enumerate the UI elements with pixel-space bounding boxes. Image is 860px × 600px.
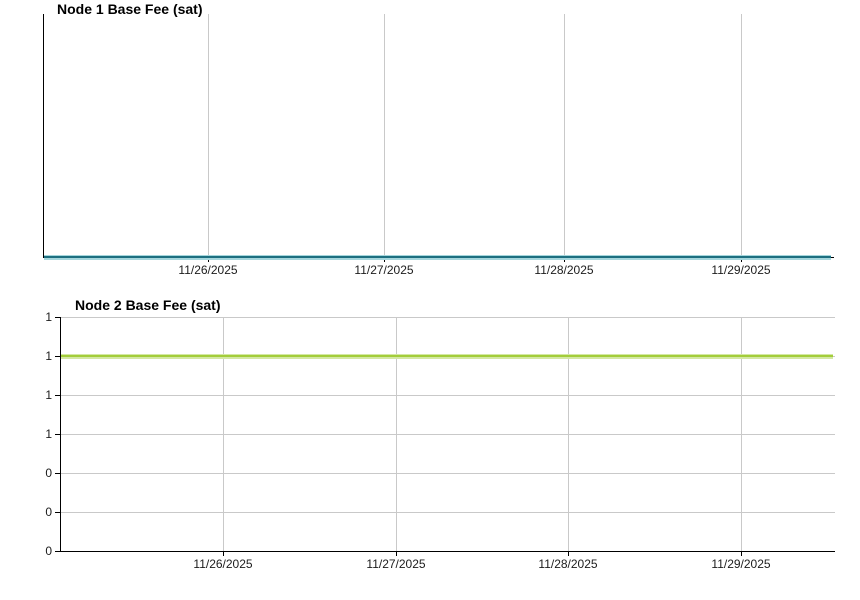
y-tick-label-node2: 1 (45, 427, 52, 441)
x-tick-label-node2: 11/28/2025 (538, 557, 598, 571)
chart-title-node2: Node 2 Base Fee (sat) (75, 297, 221, 313)
x-tick-label-node1: 11/28/2025 (534, 263, 594, 277)
x-tick-mark-node2 (741, 551, 742, 556)
plot-area-node1: 11/26/2025 11/27/2025 11/28/2025 11/29/2025 (43, 14, 834, 277)
x-tick-mark-node2 (396, 551, 397, 556)
y-tick-mark-node2 (55, 395, 61, 396)
x-tick-label-node1: 11/27/2025 (354, 263, 414, 277)
y-tick-mark-node2 (55, 317, 61, 318)
x-tick-mark-node1 (208, 257, 209, 262)
x-tick-label-node2: 11/26/2025 (193, 557, 253, 571)
x-gridline-node1 (741, 14, 742, 257)
y-tick-label-node2: 0 (45, 544, 52, 558)
x-tick-label-node2: 11/29/2025 (711, 557, 771, 571)
plot-area-node2: 11/26/2025 11/27/2025 11/28/2025 11/29/2025… (45, 310, 835, 571)
x-tick-mark-node1 (741, 257, 742, 262)
y-tick-label-node2: 0 (45, 505, 52, 519)
series-line-node2 (61, 355, 833, 357)
x-tick-label-node2: 11/27/2025 (366, 557, 426, 571)
y-tick-label-node2: 1 (45, 310, 52, 324)
y-gridline-node2 (61, 434, 835, 435)
y-gridline-node2 (61, 512, 835, 513)
x-tick-mark-node1 (564, 257, 565, 262)
x-gridline-node1 (384, 14, 385, 257)
x-tick-label-node1: 11/29/2025 (711, 263, 771, 277)
x-tick-label-node1: 11/26/2025 (178, 263, 238, 277)
y-tick-mark-node2 (55, 551, 61, 552)
chart-title-node1: Node 1 Base Fee (sat) (57, 1, 203, 17)
x-tick-mark-node1 (384, 257, 385, 262)
x-tick-mark-node2 (223, 551, 224, 556)
x-gridline-node1 (208, 14, 209, 257)
y-tick-mark-node2 (55, 473, 61, 474)
y-tick-label-node2: 1 (45, 388, 52, 402)
x-gridline-node1 (564, 14, 565, 257)
y-gridline-node2 (61, 473, 835, 474)
y-tick-mark-node2 (55, 434, 61, 435)
y-tick-label-node2: 1 (45, 349, 52, 363)
series-line-node1 (44, 256, 831, 258)
y-tick-mark-node2 (55, 356, 61, 357)
y-gridline-node2 (61, 395, 835, 396)
x-tick-mark-node2 (568, 551, 569, 556)
y-tick-label-node2: 0 (45, 466, 52, 480)
y-tick-mark-node2 (55, 512, 61, 513)
y-gridline-node2 (61, 317, 835, 318)
